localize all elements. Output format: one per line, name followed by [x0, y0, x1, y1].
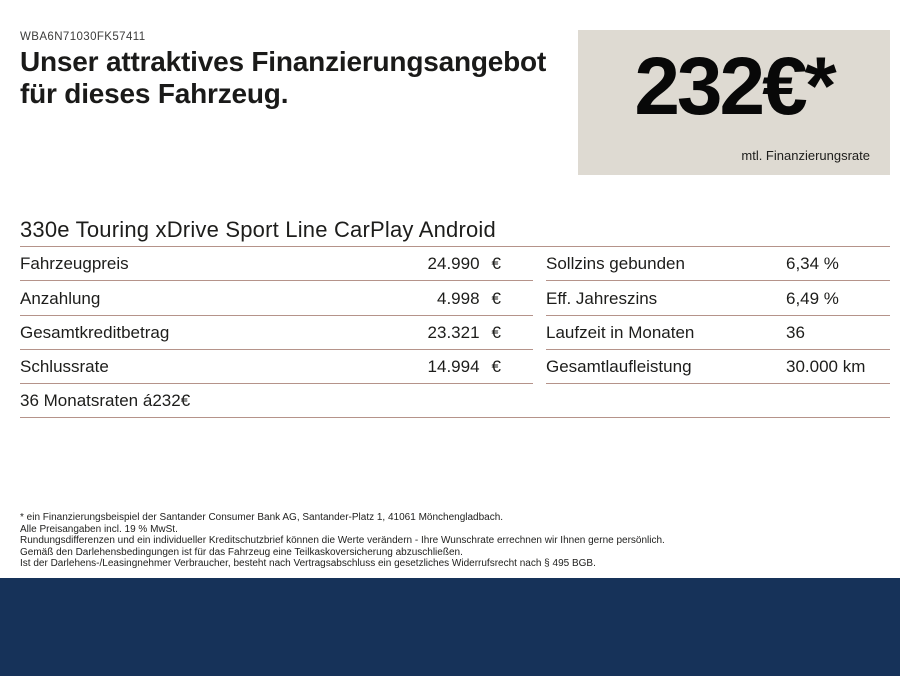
- table-row: Fahrzeugpreis 24.990 €: [20, 247, 533, 282]
- row-unit: €: [180, 391, 191, 411]
- row-value: 232: [152, 391, 181, 411]
- row-value: 14.994: [427, 357, 480, 377]
- monthly-rate-caption: mtl. Finanzierungsrate: [741, 148, 870, 163]
- table-row-monthly-installments: 36 Monatsraten á 232 €: [20, 384, 890, 419]
- table-row: Laufzeit in Monaten 36: [546, 316, 890, 350]
- vehicle-title: 330e Touring xDrive Sport Line CarPlay A…: [20, 217, 890, 247]
- disclaimer-line: Alle Preisangaben incl. 19 % MwSt.: [20, 523, 178, 535]
- row-label: Gesamtlaufleistung: [546, 357, 692, 377]
- row-label: Fahrzeugpreis: [20, 254, 129, 274]
- finance-table-right-column: Sollzins gebunden 6,34 % Eff. Jahreszins…: [546, 247, 890, 385]
- row-unit: €: [491, 254, 501, 274]
- row-unit: €: [491, 288, 501, 308]
- table-row: Gesamtkreditbetrag 23.321 €: [20, 316, 533, 350]
- row-unit: €: [491, 357, 501, 377]
- headline-line2: für dieses Fahrzeug.: [20, 78, 289, 109]
- page-title: Unser attraktives Finanzierungsangebot f…: [20, 46, 546, 110]
- row-label: Laufzeit in Monaten: [546, 322, 695, 342]
- row-label: Eff. Jahreszins: [546, 288, 658, 308]
- row-value: 23.321: [427, 322, 480, 342]
- table-row: Anzahlung 4.998 €: [20, 281, 533, 316]
- table-row: Gesamtlaufleistung 30.000 km: [546, 350, 890, 385]
- row-label: 36 Monatsraten á: [20, 391, 153, 411]
- table-row: Sollzins gebunden 6,34 %: [546, 247, 890, 282]
- row-unit: €: [491, 322, 501, 342]
- footer-bar: DARMAS DRIVE Gebrauchtwagenwelt Santande…: [0, 578, 900, 676]
- row-label: Anzahlung: [20, 288, 101, 308]
- finance-table-left-column: Fahrzeugpreis 24.990 € Anzahlung 4.998 €…: [20, 247, 533, 385]
- table-row: Schlussrate 14.994 €: [20, 350, 533, 385]
- headline-line1: Unser attraktives Finanzierungsangebot: [20, 46, 547, 77]
- row-value: 36: [786, 322, 805, 342]
- monthly-rate-amount: 232€*: [634, 41, 836, 132]
- row-label: Schlussrate: [20, 357, 109, 377]
- row-label: Sollzins gebunden: [546, 254, 685, 274]
- vin-number: WBA6N71030FK57411: [20, 31, 146, 43]
- disclaimer-line: * ein Finanzierungsbeispiel der Santande…: [20, 512, 504, 523]
- row-value: 24.990: [427, 254, 480, 274]
- disclaimer-line: Gemäß den Darlehensbedingungen ist für d…: [20, 546, 463, 558]
- disclaimer-line: Rundungsdifferenzen und ein individuelle…: [20, 535, 665, 547]
- row-value: 30.000 km: [786, 357, 866, 377]
- disclaimer-text: * ein Finanzierungsbeispiel der Santande…: [20, 512, 665, 570]
- row-value: 6,49 %: [786, 288, 839, 308]
- monthly-rate-box: 232€* mtl. Finanzierungsrate: [578, 30, 890, 175]
- row-label: Gesamtkreditbetrag: [20, 322, 170, 342]
- table-row: Eff. Jahreszins 6,49 %: [546, 281, 890, 316]
- row-value: 6,34 %: [786, 254, 839, 274]
- row-value: 4.998: [436, 288, 480, 308]
- disclaimer-line: Ist der Darlehens-/Leasingnehmer Verbrau…: [20, 558, 596, 570]
